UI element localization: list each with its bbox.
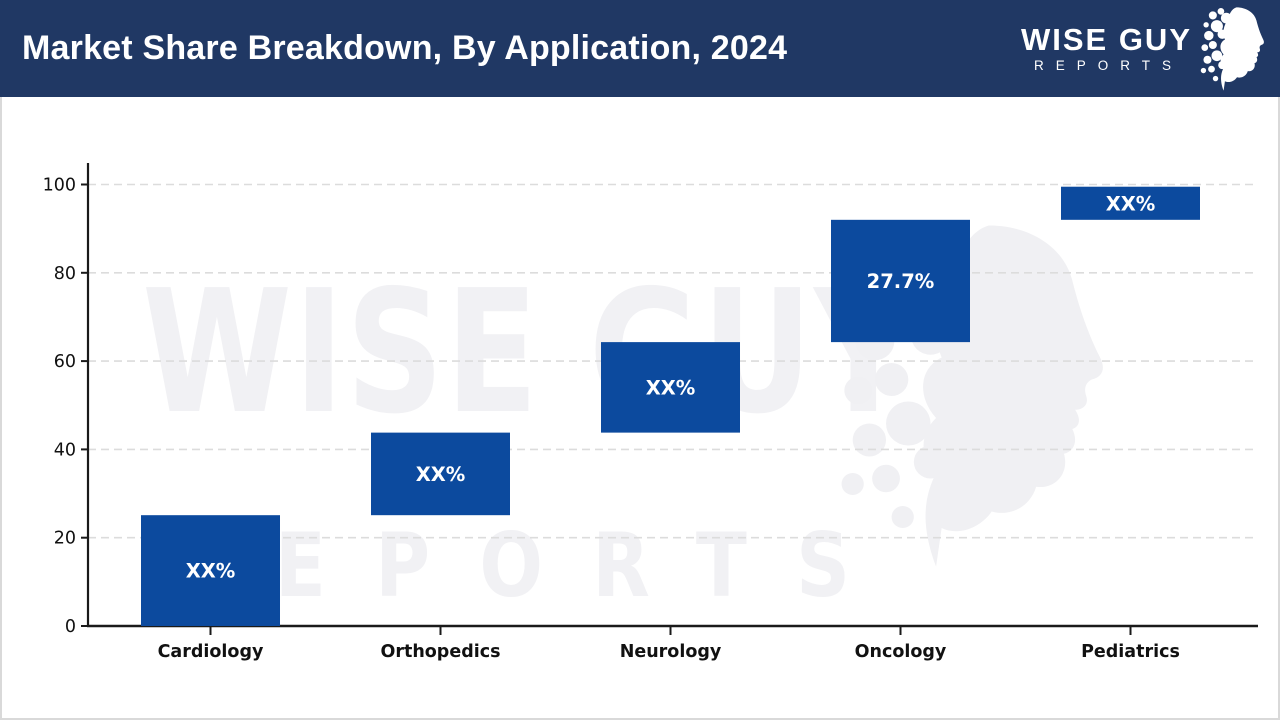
y-tick-label-80: 80 bbox=[54, 264, 76, 284]
logo-wordmark: WISE GUY bbox=[1020, 22, 1192, 58]
chart-area: WISE GUY REPORTS 0 20 40 60 80 100 XX% Cardiolo… bbox=[0, 97, 1280, 720]
x-tick-label-pediatrics: Pediatrics bbox=[1081, 642, 1180, 662]
x-tick-label-oncology: Oncology bbox=[855, 642, 947, 662]
watermark-subtitle: REPORTS bbox=[168, 514, 900, 617]
bar-label-pediatrics: XX% bbox=[1106, 192, 1156, 215]
header-bar: Market Share Breakdown, By Application, … bbox=[0, 0, 1280, 97]
page-title: Market Share Breakdown, By Application, … bbox=[22, 29, 788, 67]
y-tick-label-20: 20 bbox=[54, 529, 76, 549]
y-tick-label-40: 40 bbox=[54, 440, 76, 460]
y-tick-label-100: 100 bbox=[43, 176, 76, 196]
waterfall-chart: 0 20 40 60 80 100 XX% Cardiology XX% Orthopedics X… bbox=[43, 163, 1258, 662]
bar-orthopedics bbox=[371, 432, 510, 516]
bar-label-neurology: XX% bbox=[646, 376, 696, 399]
bar-label-oncology: 27.7% bbox=[867, 270, 935, 293]
bar-label-cardiology: XX% bbox=[186, 560, 236, 583]
y-tick-label-60: 60 bbox=[54, 352, 76, 372]
bar-label-orthopedics: XX% bbox=[416, 463, 466, 486]
x-tick-label-cardiology: Cardiology bbox=[158, 642, 264, 662]
y-tick-label-0: 0 bbox=[65, 617, 76, 637]
x-tick-label-neurology: Neurology bbox=[620, 642, 722, 662]
logo-subtitle: REPORTS bbox=[1033, 58, 1183, 74]
watermark-wordmark: WISE GUY bbox=[142, 254, 915, 452]
x-tick-label-orthopedics: Orthopedics bbox=[380, 642, 500, 662]
bar-cardiology bbox=[141, 515, 280, 626]
logo-text: WISE GUY REPORTS bbox=[1021, 24, 1192, 73]
logo-head-icon bbox=[1200, 6, 1264, 91]
bar-neurology bbox=[601, 342, 740, 433]
wiseguy-logo: WISE GUY REPORTS bbox=[1021, 0, 1270, 97]
bar-oncology bbox=[831, 219, 970, 343]
bar-pediatrics bbox=[1061, 186, 1200, 220]
